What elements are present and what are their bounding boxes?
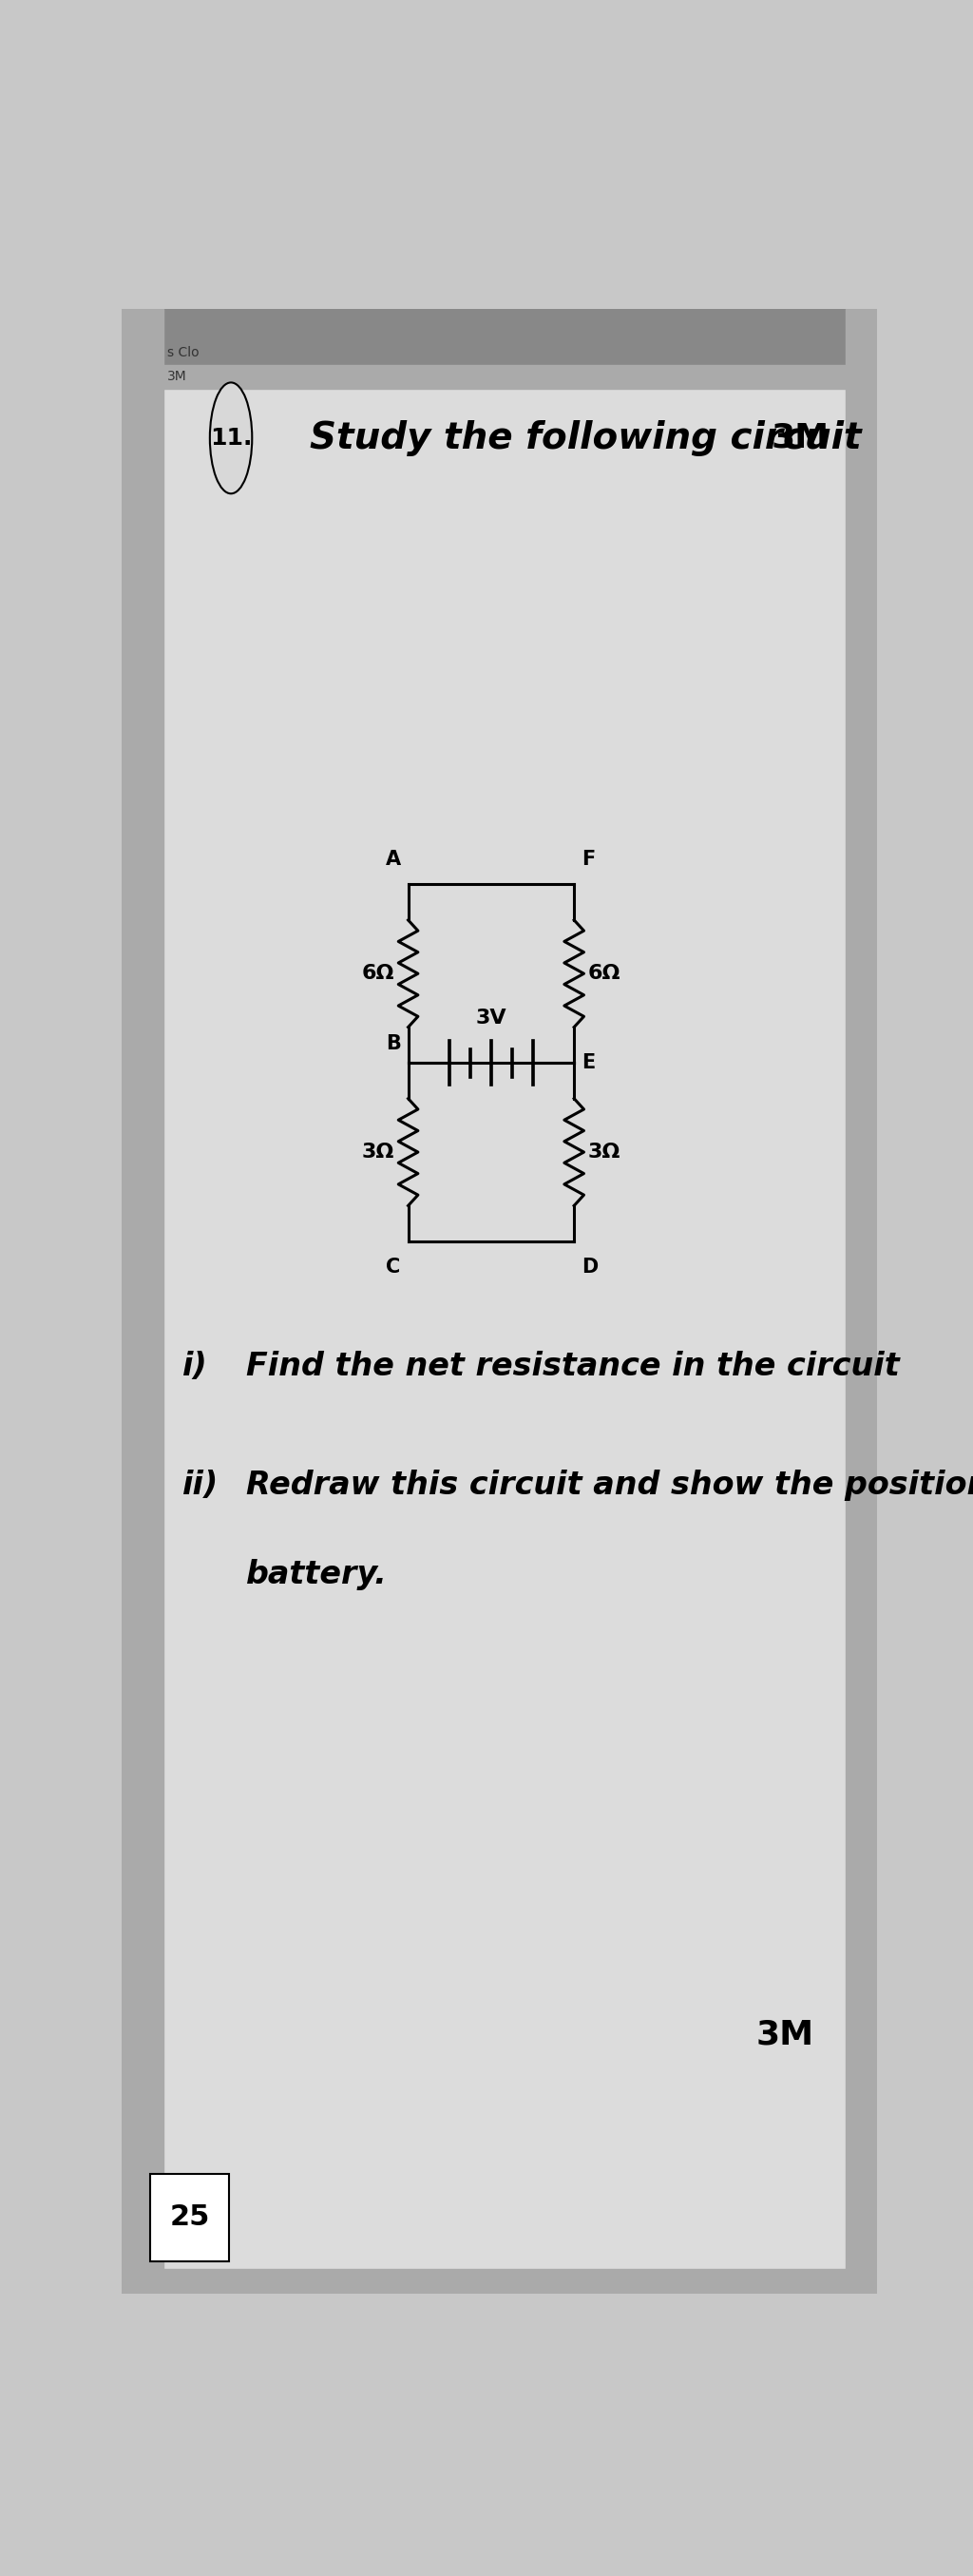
Text: 3M: 3M (167, 371, 187, 384)
Text: 3V: 3V (476, 1007, 507, 1028)
Text: D: D (582, 1257, 598, 1275)
FancyBboxPatch shape (160, 322, 861, 2282)
Text: 3Ω: 3Ω (588, 1144, 621, 1162)
Text: battery.: battery. (246, 1558, 387, 1589)
Text: s Clo: s Clo (167, 345, 198, 361)
Text: 25: 25 (169, 2202, 209, 2231)
FancyBboxPatch shape (150, 2174, 229, 2262)
Text: Redraw this circuit and show the position of the ammeter to find the current dra: Redraw this circuit and show the positio… (246, 1468, 973, 1502)
Text: Study the following circuit: Study the following circuit (310, 420, 862, 456)
Text: 3Ω: 3Ω (362, 1144, 395, 1162)
Text: 3M: 3M (772, 422, 829, 453)
Text: 11.: 11. (210, 428, 252, 448)
Text: C: C (386, 1257, 401, 1275)
Circle shape (210, 381, 252, 495)
Text: B: B (385, 1033, 401, 1054)
Text: 3M: 3M (756, 2020, 814, 2050)
Text: A: A (385, 850, 401, 868)
Text: F: F (582, 850, 595, 868)
Text: i): i) (182, 1350, 207, 1381)
Text: Find the net resistance in the circuit: Find the net resistance in the circuit (246, 1350, 900, 1381)
Text: 6Ω: 6Ω (588, 963, 621, 984)
Text: E: E (582, 1054, 595, 1072)
Text: 6Ω: 6Ω (362, 963, 395, 984)
Text: ii): ii) (182, 1468, 218, 1502)
